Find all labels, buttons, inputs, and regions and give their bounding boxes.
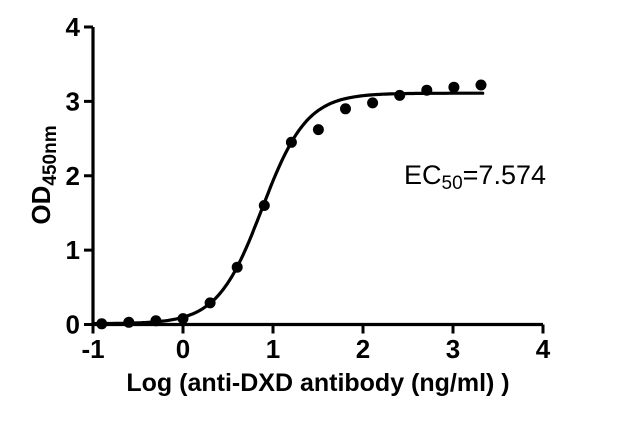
y-tick-label: 3 bbox=[66, 86, 80, 116]
data-point bbox=[96, 318, 108, 330]
ec50-annotation-subscript: 50 bbox=[441, 173, 463, 194]
x-tick-label: 0 bbox=[176, 334, 190, 364]
data-point bbox=[150, 315, 162, 327]
ec50-annotation-value: =7.574 bbox=[462, 160, 546, 190]
data-point bbox=[123, 316, 135, 328]
data-point bbox=[231, 261, 243, 273]
data-point bbox=[448, 81, 460, 93]
y-tick-label: 1 bbox=[66, 235, 80, 265]
y-axis-title-subscript: 450nm bbox=[40, 125, 61, 186]
data-point bbox=[340, 103, 351, 115]
data-point bbox=[312, 124, 324, 136]
y-tick-label: 0 bbox=[66, 310, 80, 340]
data-point bbox=[177, 313, 189, 325]
y-axis-title: OD450nm bbox=[26, 125, 61, 225]
y-tick-label: 2 bbox=[66, 161, 80, 191]
data-point bbox=[258, 200, 270, 211]
data-point bbox=[421, 84, 433, 96]
x-tick-label: 3 bbox=[446, 334, 460, 364]
y-tick-label: 4 bbox=[66, 12, 81, 42]
x-tick-label: 2 bbox=[356, 334, 370, 364]
x-tick-label: 1 bbox=[266, 334, 280, 364]
ec50-annotation-prefix: EC bbox=[404, 160, 442, 190]
x-axis-title: Log (anti-DXD antibody (ng/ml) ) bbox=[126, 369, 510, 397]
data-point bbox=[204, 297, 216, 309]
y-axis-title-main: OD bbox=[26, 185, 56, 225]
data-point bbox=[285, 136, 297, 148]
data-point bbox=[475, 79, 487, 91]
data-point bbox=[367, 97, 379, 109]
fit-curve bbox=[91, 91, 485, 326]
x-tick-label: -1 bbox=[81, 334, 104, 364]
data-point bbox=[394, 89, 406, 101]
x-tick-label: 4 bbox=[536, 334, 551, 364]
ec50-annotation: EC50=7.574 bbox=[404, 160, 546, 194]
